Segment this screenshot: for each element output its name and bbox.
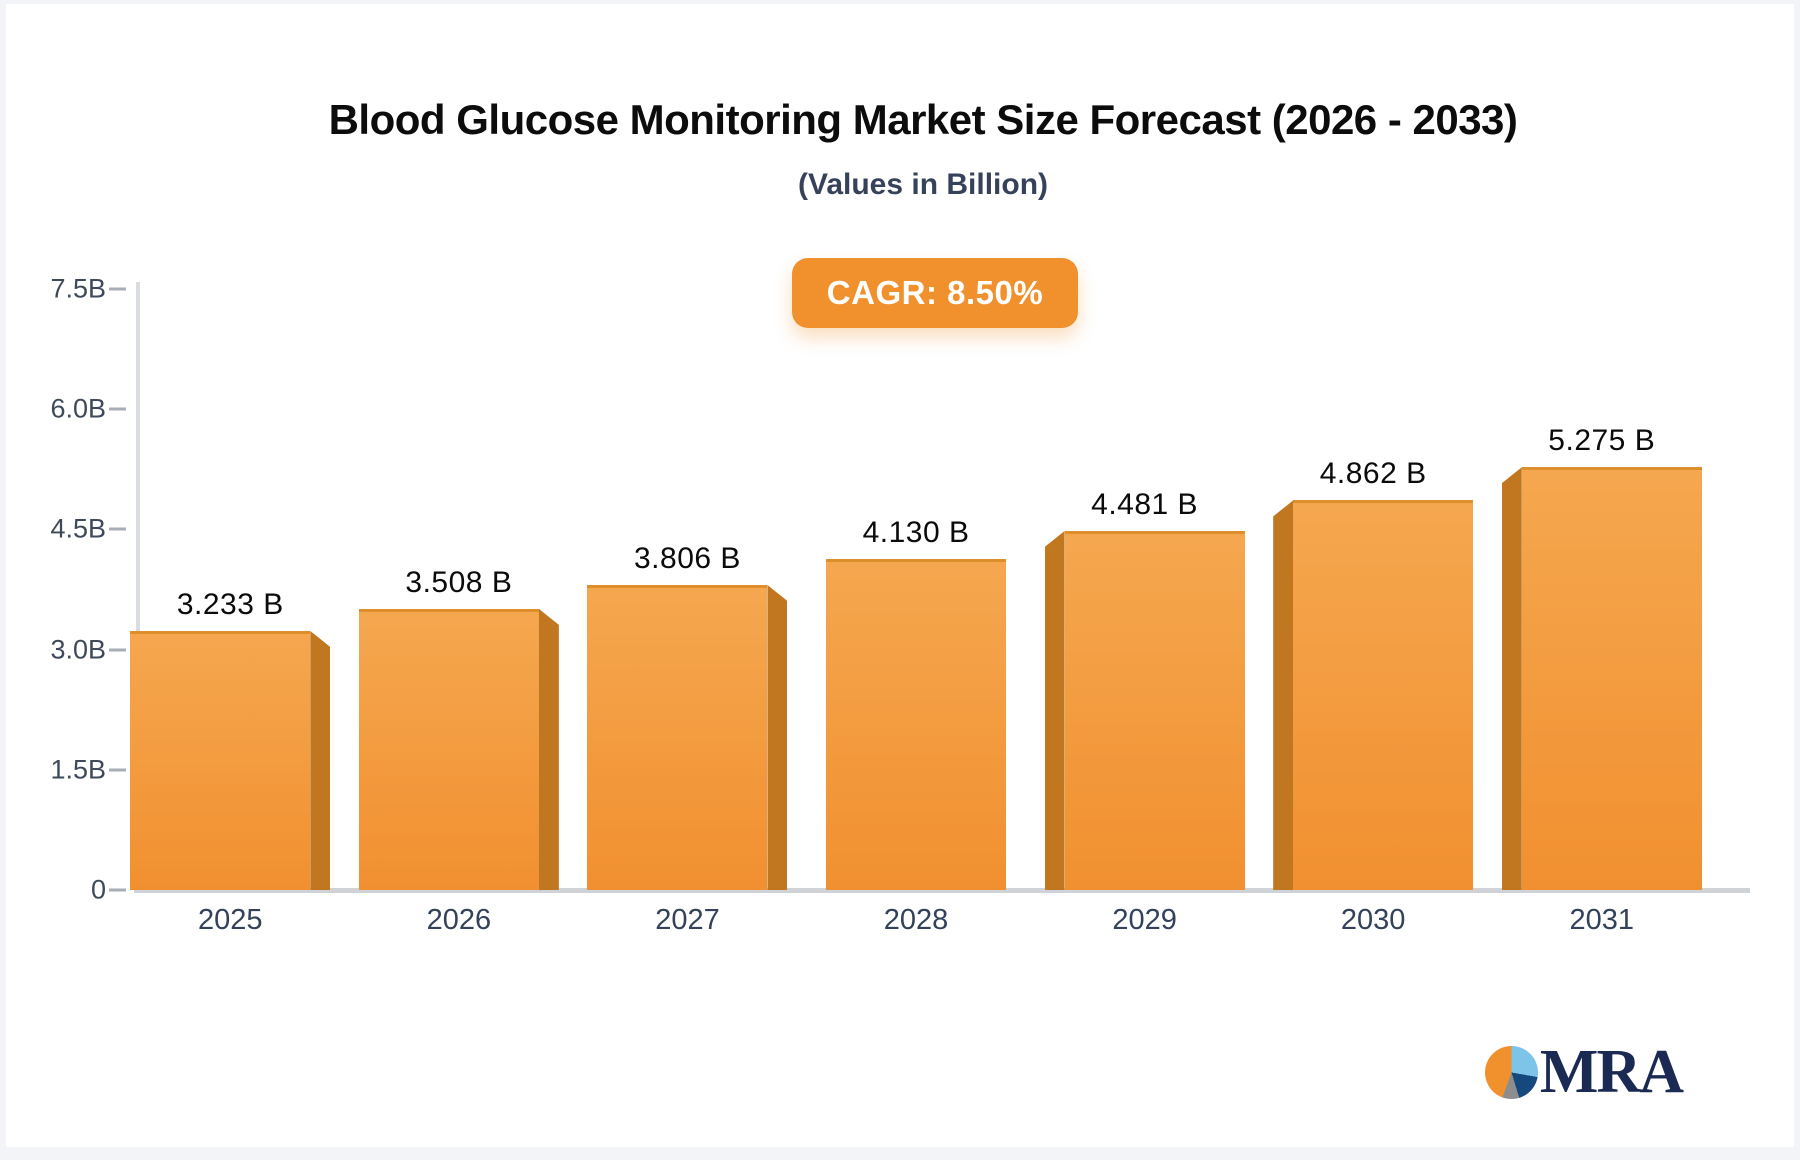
x-axis-line (134, 888, 1750, 893)
chart-title: Blood Glucose Monitoring Market Size For… (328, 96, 1518, 143)
y-tick-label: 6.0B (50, 393, 106, 424)
chart-card: Blood Glucose Monitoring Market Size For… (6, 4, 1794, 1147)
x-axis-label-2030: 2030 (1340, 904, 1406, 936)
x-axis-label-2025: 2025 (198, 904, 263, 936)
bar-value-label: 4.862 B (1319, 457, 1427, 491)
y-tick-mark (109, 287, 126, 291)
y-tick-label: 3.0B (50, 634, 106, 665)
bar-2031 (1501, 467, 1702, 890)
bar-3d-side (767, 585, 788, 890)
x-axis-label-2028: 2028 (883, 904, 949, 936)
y-tick-mark (109, 407, 126, 411)
y-tick-label: 1.5B (50, 754, 106, 785)
y-tick-label: 7.5B (50, 273, 106, 304)
bar-2025 (130, 630, 331, 890)
chart-subtitle: (Values in Billion) (797, 168, 1049, 201)
pie-chart-logo-icon (1484, 1045, 1538, 1099)
y-tick-label: 0 (90, 874, 106, 905)
bar-2027 (587, 585, 788, 890)
bar-column-2028: 4.130 B (802, 289, 1031, 890)
bar-face (358, 608, 539, 890)
bar-2030 (1273, 500, 1474, 890)
x-axis-label-2027: 2027 (655, 904, 720, 936)
bar-3d-side (1501, 467, 1522, 890)
bar-column-2025: 3.233 B (116, 289, 345, 890)
x-axis-label-2029: 2029 (1112, 904, 1177, 936)
x-axis-label-2031: 2031 (1569, 904, 1635, 936)
bar-face (826, 559, 1007, 890)
bar-column-2031: 5.275 B (1487, 289, 1716, 890)
bar-3d-side (1044, 530, 1065, 890)
y-tick-mark (109, 888, 126, 892)
bar-value-label: 4.481 B (1091, 487, 1199, 521)
bar-3d-side (538, 608, 559, 890)
bar-face (130, 630, 311, 890)
y-axis-line (136, 282, 140, 892)
bar-face (587, 585, 768, 890)
bar-value-label: 3.806 B (633, 542, 741, 576)
x-axis-label-2026: 2026 (426, 904, 492, 936)
y-tick-mark (109, 768, 126, 772)
y-tick-mark (109, 648, 126, 652)
bar-2029 (1044, 530, 1245, 890)
bar-3d-side (310, 630, 331, 890)
bar-face (1293, 500, 1474, 890)
mra-logo-text: MRA (1539, 1038, 1684, 1106)
x-axis-labels: 2025 2026 2027 2028 2029 2030 2031 (116, 904, 1716, 937)
bar-face (1064, 530, 1245, 890)
bar-2028 (816, 559, 1016, 890)
y-tick-mark (109, 527, 126, 531)
bar-3d-side (1273, 500, 1294, 890)
bar-column-2029: 4.481 B (1030, 289, 1259, 890)
cagr-badge-label: CAGR: 8.50% (826, 274, 1044, 311)
bar-column-2030: 4.862 B (1259, 289, 1488, 890)
bars-row: 3.233 B 3.508 B 3.806 B 4.130 B 4.481 B 4.862… (116, 289, 1716, 890)
bar-face (1521, 467, 1702, 890)
bar-column-2026: 3.508 B (345, 289, 574, 890)
bar-value-label: 3.233 B (176, 587, 284, 621)
bar-value-label: 5.275 B (1548, 424, 1656, 458)
mra-logo: MRA (1484, 1038, 1684, 1106)
bar-value-label: 4.130 B (862, 516, 970, 550)
bar-chart: 7.5B 6.0B 4.5B 3.0B 1.5B 0 3.233 B 3.508 B 3.80… (6, 4, 1800, 1160)
chart-header: Blood Glucose Monitoring Market Size For… (6, 96, 1794, 202)
y-tick-label: 4.5B (50, 513, 106, 544)
bar-value-label: 3.508 B (405, 565, 513, 599)
bar-column-2027: 3.806 B (573, 289, 802, 890)
cagr-badge: CAGR: 8.50% (792, 258, 1078, 328)
bar-2026 (358, 608, 559, 890)
